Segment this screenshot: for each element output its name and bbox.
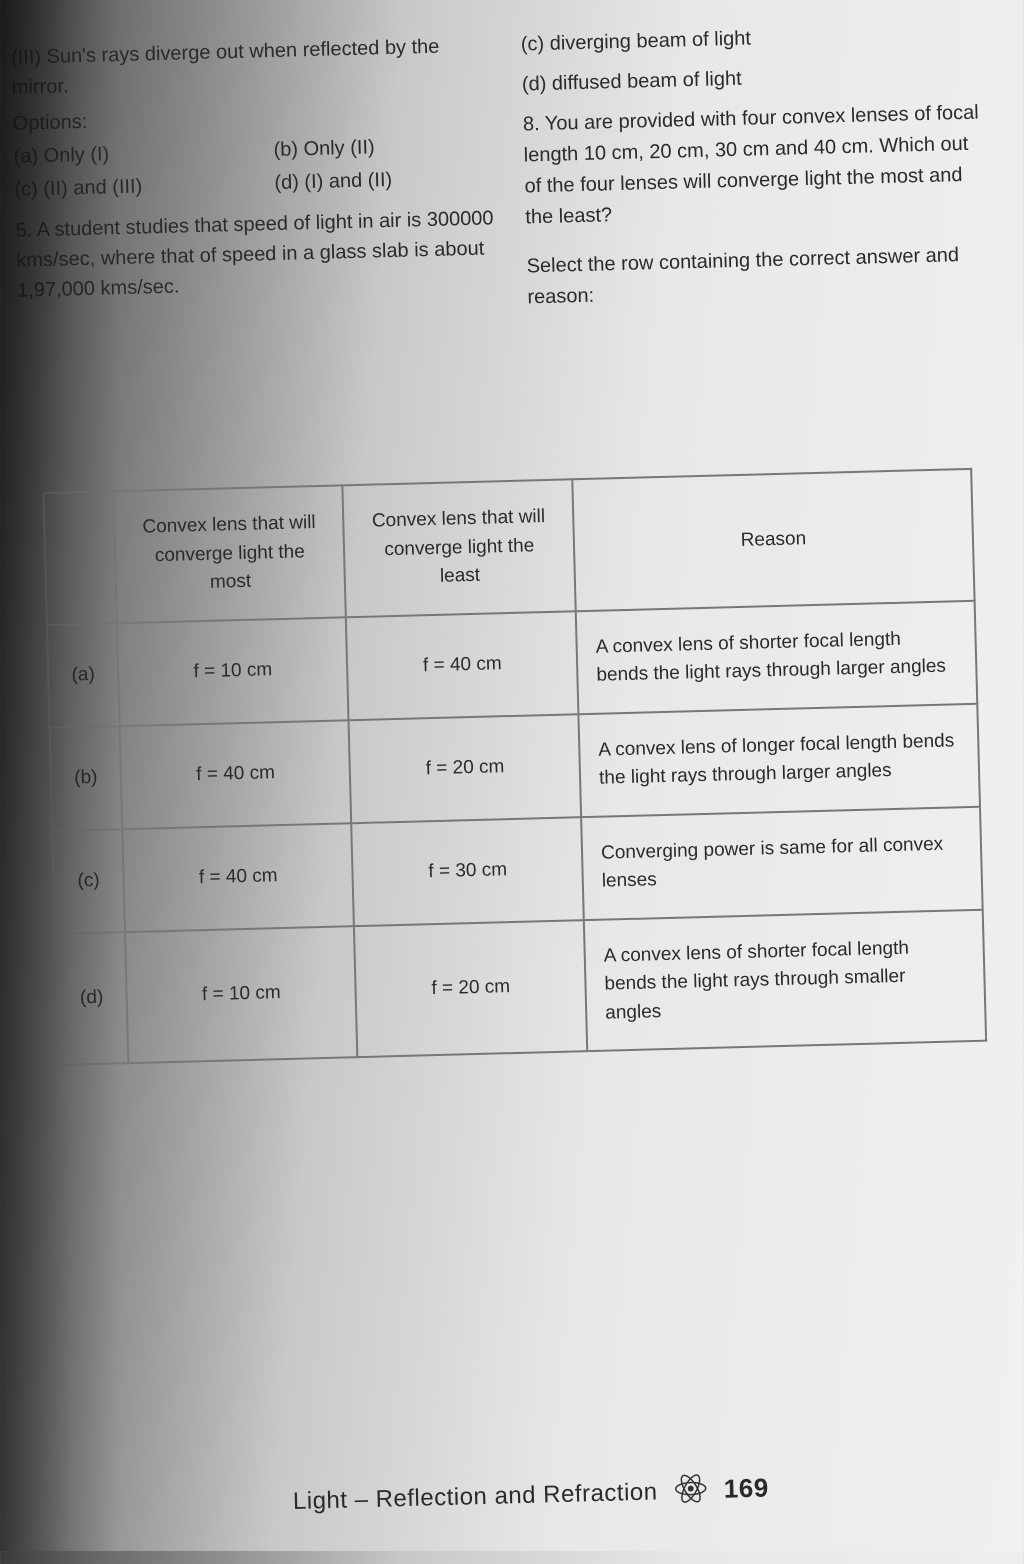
cell-idx: (c) — [52, 829, 125, 934]
question-8-select: Select the row containing the correct an… — [526, 239, 987, 313]
atom-icon — [672, 1470, 709, 1507]
cell-reason: A convex lens of shorter focal length be… — [576, 600, 978, 713]
page-footer: Light – Reflection and Refraction 169 — [18, 1461, 1024, 1524]
cell-reason: Converging power is same for all convex … — [581, 806, 983, 919]
cell-most: f = 10 cm — [117, 617, 349, 726]
footer-title: Light – Reflection and Refraction — [293, 1478, 658, 1516]
header-reason: Reason — [572, 469, 974, 611]
answer-table: Convex lens that will converge light the… — [42, 468, 987, 1066]
question-5: 5. A student studies that speed of light… — [15, 203, 497, 306]
right-column: (c) diverging beam of light (d) diffused… — [520, 17, 988, 331]
cell-reason: A convex lens of longer focal length ben… — [578, 703, 980, 816]
cell-least: f = 20 cm — [349, 714, 581, 823]
question-iii: (III) Sun's rays diverge out when reflec… — [11, 30, 492, 103]
table-header-row: Convex lens that will converge light the… — [43, 469, 974, 625]
cell-most: f = 40 cm — [120, 720, 352, 829]
cell-most: f = 10 cm — [125, 926, 358, 1063]
cell-idx: (b) — [50, 726, 123, 831]
header-most: Convex lens that will converge light the… — [113, 485, 346, 622]
question-8: 8. You are provided with four convex len… — [523, 97, 986, 233]
header-blank — [43, 491, 116, 624]
page-container: (III) Sun's rays diverge out when reflec… — [0, 0, 1024, 1564]
header-least: Convex lens that will converge light the… — [343, 479, 576, 616]
cell-least: f = 30 cm — [352, 817, 584, 926]
cell-idx: (a) — [47, 623, 120, 728]
options-row-2: (c) (II) and (III) (d) (I) and (II) — [14, 166, 494, 202]
cell-reason: A convex lens of shorter focal length be… — [584, 909, 986, 1051]
cell-least: f = 20 cm — [354, 920, 587, 1057]
option-b: (b) Only (II) — [273, 133, 494, 162]
left-column: (III) Sun's rays diverge out when reflec… — [11, 30, 498, 315]
option-a: (a) Only (I) — [13, 140, 234, 169]
cell-idx: (d) — [55, 932, 128, 1065]
table-row: (d) f = 10 cm f = 20 cm A convex lens of… — [55, 909, 986, 1065]
options-label: Options: — [12, 100, 492, 136]
option-d: (d) (I) and (II) — [274, 166, 495, 195]
option-c-right: (c) diverging beam of light — [520, 17, 981, 59]
option-d-right: (d) diffused beam of light — [522, 57, 983, 99]
cell-most: f = 40 cm — [122, 823, 354, 932]
option-c: (c) (II) and (III) — [14, 173, 235, 202]
cell-least: f = 40 cm — [346, 611, 578, 720]
options-row-1: (a) Only (I) (b) Only (II) — [13, 133, 493, 169]
page-number: 169 — [723, 1473, 769, 1504]
